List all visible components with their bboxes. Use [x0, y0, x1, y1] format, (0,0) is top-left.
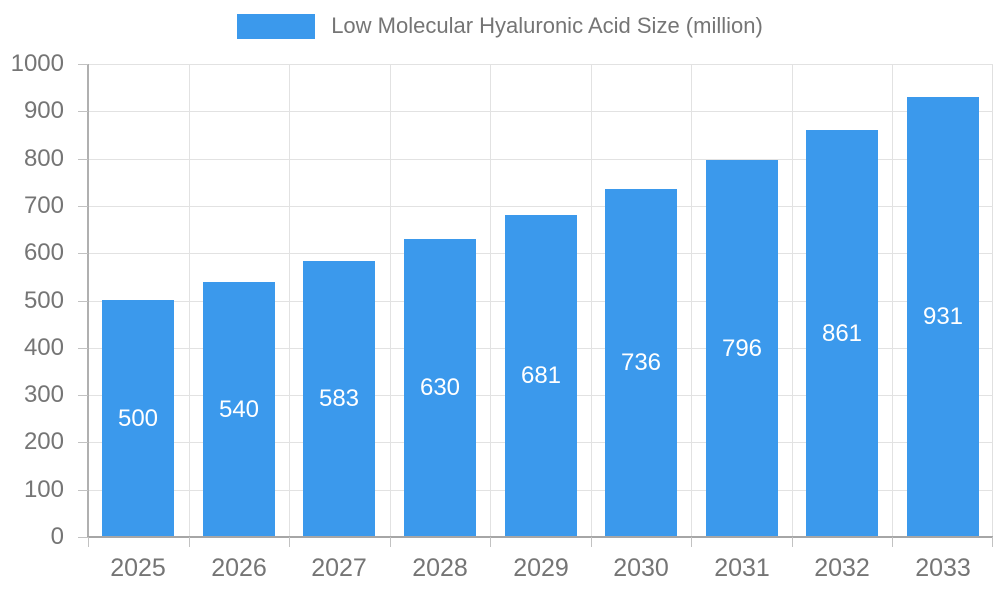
x-axis-tick — [88, 537, 89, 547]
gridline-vertical — [390, 64, 391, 537]
x-axis-tick — [892, 537, 893, 547]
x-axis-label: 2033 — [915, 554, 971, 582]
gridline-horizontal — [88, 206, 993, 207]
plot-right-border — [992, 64, 993, 537]
x-axis-label: 2032 — [814, 554, 870, 582]
bar: 500 — [102, 300, 174, 537]
bar-value-label: 583 — [318, 385, 360, 412]
y-axis-tick — [78, 537, 88, 538]
y-axis-tick — [78, 395, 88, 396]
legend-label: Low Molecular Hyaluronic Acid Size (mill… — [331, 13, 763, 38]
y-axis-label: 900 — [23, 97, 64, 124]
y-axis-line — [87, 64, 89, 537]
bar-value-label: 681 — [520, 362, 562, 389]
y-axis-label: 400 — [23, 334, 64, 361]
y-axis-label: 800 — [23, 145, 64, 172]
gridline-vertical — [792, 64, 793, 537]
x-axis-label: 2031 — [714, 554, 770, 582]
gridline-horizontal — [88, 111, 993, 112]
x-axis-tick — [490, 537, 491, 547]
bar-value-label: 736 — [620, 349, 662, 376]
gridline-vertical — [289, 64, 290, 537]
y-axis-tick — [78, 348, 88, 349]
y-axis: 0 100 200 300 400 500 600 700 800 900 1000 — [0, 50, 64, 550]
y-axis-label: 600 — [23, 239, 64, 266]
plot-area: 500 540 583 630 681 736 796 861 931 — [78, 64, 993, 547]
bar-value-label: 861 — [821, 319, 863, 347]
x-axis-label: 2025 — [110, 554, 166, 582]
bar: 736 — [605, 189, 677, 537]
y-axis-tick — [78, 253, 88, 254]
y-axis-label: 100 — [23, 476, 64, 503]
y-axis-tick — [78, 111, 88, 112]
y-axis-label: 1000 — [10, 50, 64, 77]
bar-value-label: 630 — [419, 374, 461, 401]
bar: 861 — [806, 130, 878, 537]
gridline-vertical — [189, 64, 190, 537]
gridline-vertical — [490, 64, 491, 537]
bar: 583 — [303, 261, 375, 537]
y-axis-tick — [78, 206, 88, 207]
bar-value-label: 540 — [218, 395, 260, 423]
y-axis-tick — [78, 64, 88, 65]
bar: 681 — [505, 215, 577, 537]
y-axis-tick — [78, 490, 88, 491]
bar: 630 — [404, 239, 476, 537]
gridline-vertical — [691, 64, 692, 537]
bar: 931 — [907, 97, 979, 537]
x-axis-tick — [792, 537, 793, 547]
x-axis-label: 2029 — [513, 554, 569, 582]
bar: 540 — [203, 282, 275, 537]
y-axis-tick — [78, 442, 88, 443]
x-axis-label: 2027 — [311, 554, 367, 582]
x-axis-label: 2030 — [613, 554, 669, 582]
y-axis-label: 500 — [23, 287, 64, 314]
legend-swatch — [237, 13, 316, 39]
x-axis: 2025 2026 2027 2028 2029 2030 2031 2032 2033 — [88, 553, 993, 587]
x-axis-tick — [189, 537, 190, 547]
gridline-vertical — [892, 64, 893, 537]
x-axis-label: 2028 — [412, 554, 468, 582]
y-axis-label: 200 — [23, 428, 64, 455]
y-axis-tick — [78, 159, 88, 160]
gridline-horizontal — [88, 159, 993, 160]
gridline-vertical — [591, 64, 592, 537]
x-axis-tick — [591, 537, 592, 547]
x-axis-tick — [390, 537, 391, 547]
x-axis-line — [87, 536, 993, 538]
bar: 796 — [706, 160, 778, 537]
x-axis-tick — [289, 537, 290, 547]
y-axis-label: 700 — [23, 192, 64, 219]
bar-value-label: 931 — [922, 303, 964, 330]
y-axis-tick — [78, 301, 88, 302]
bar-value-label: 796 — [721, 334, 763, 362]
x-axis-label: 2026 — [211, 554, 267, 582]
legend-item[interactable]: Low Molecular Hyaluronic Acid Size (mill… — [0, 13, 1000, 39]
x-axis-tick — [992, 537, 993, 547]
y-axis-label: 0 — [50, 523, 64, 550]
bar-value-label: 500 — [117, 404, 159, 432]
x-axis-tick — [691, 537, 692, 547]
gridline-horizontal — [88, 64, 993, 65]
y-axis-label: 300 — [23, 381, 64, 408]
